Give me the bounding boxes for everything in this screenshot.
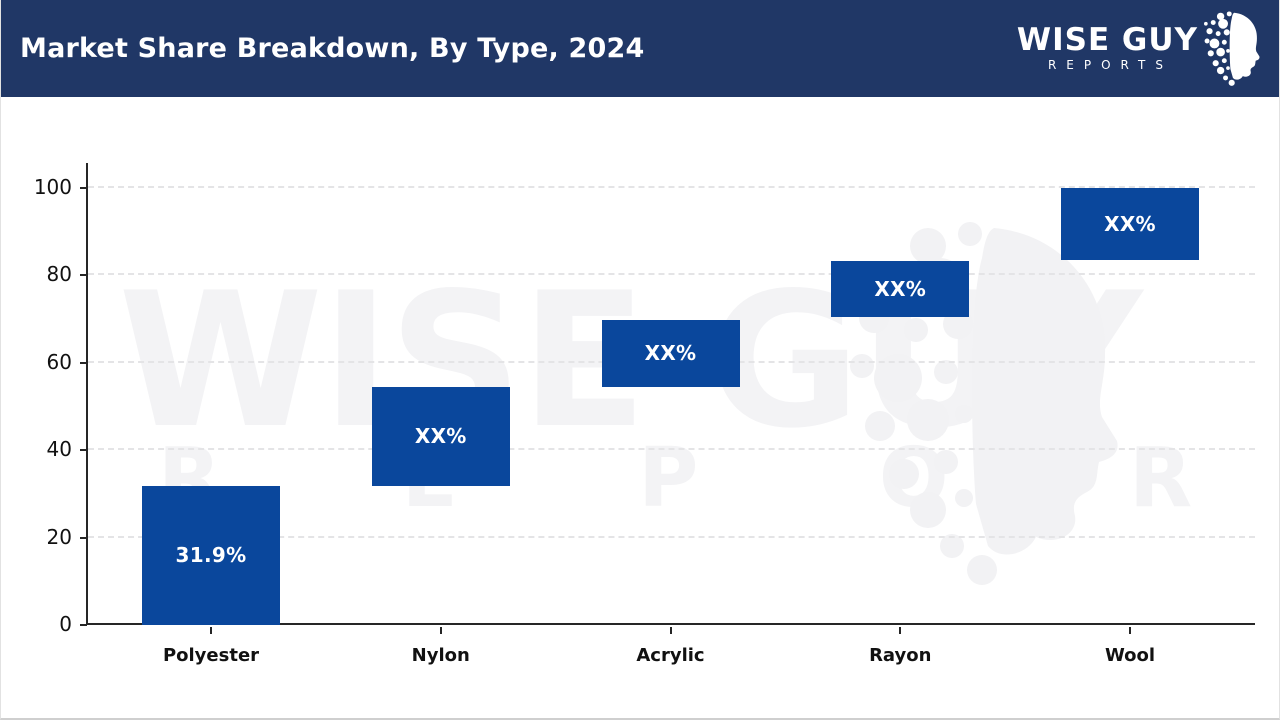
gridline-20 [88, 535, 1255, 538]
gridline-40 [88, 448, 1255, 451]
y-tick-label: 100 [33, 175, 72, 199]
bar-value-label: XX% [874, 277, 927, 302]
logo-reports-text: REPORTS [1047, 58, 1173, 72]
bar-wool: XX% [1061, 188, 1199, 261]
y-tick-label: 60 [46, 349, 72, 374]
bar-value-label: XX% [644, 341, 697, 366]
logo-head-icon [1204, 10, 1260, 86]
bar-acrylic: XX% [601, 319, 740, 388]
y-tick-mark [80, 274, 87, 277]
bar-polyester: 31.9% [142, 485, 280, 625]
bar-rayon: XX% [831, 261, 970, 318]
category-label: Nylon [411, 645, 470, 666]
logo-wiseguy-text: WISE GUY [1016, 22, 1198, 58]
gridline-100 [88, 186, 1255, 188]
chart-title: Market Share Breakdown, By Type, 2024 [20, 33, 645, 64]
header-bar: Market Share Breakdown, By Type, 2024 WI… [0, 0, 1280, 97]
bar-value-label: XX% [1104, 212, 1156, 237]
bar-value-label: 31.9% [175, 543, 247, 568]
y-tick-label: 20 [46, 524, 72, 549]
logo-text: WISE GUY REPORTS [1016, 22, 1198, 73]
plot-area: 31.9% Polyester XX% Nylon XX% Acrylic XX% Rayon… [86, 163, 1255, 666]
category-label: Rayon [869, 645, 932, 666]
y-tick-label: 0 [59, 612, 72, 636]
y-tick-mark [80, 361, 87, 364]
y-axis: 0 20 40 60 80 100 [0, 163, 87, 636]
bar-value-label: XX% [414, 424, 467, 449]
y-tick-mark [80, 536, 87, 539]
x-tick-mark [669, 627, 672, 634]
y-tick-mark [80, 187, 87, 189]
bar-nylon: XX% [371, 387, 510, 486]
category-label: Wool [1104, 645, 1156, 666]
category-label: Polyester [162, 645, 260, 666]
x-tick-mark [899, 627, 902, 634]
y-tick-mark [80, 449, 87, 452]
y-tick-mark [80, 624, 87, 626]
wise-guy-reports-logo: WISE GUY REPORTS [1017, 9, 1272, 89]
y-tick-label: 80 [46, 262, 72, 287]
x-tick-mark [1129, 627, 1131, 634]
x-tick-mark [439, 627, 442, 634]
x-tick-mark [210, 627, 212, 634]
category-label: Acrylic [636, 645, 705, 666]
y-tick-label: 40 [46, 437, 72, 462]
gridline-80 [88, 273, 1255, 276]
